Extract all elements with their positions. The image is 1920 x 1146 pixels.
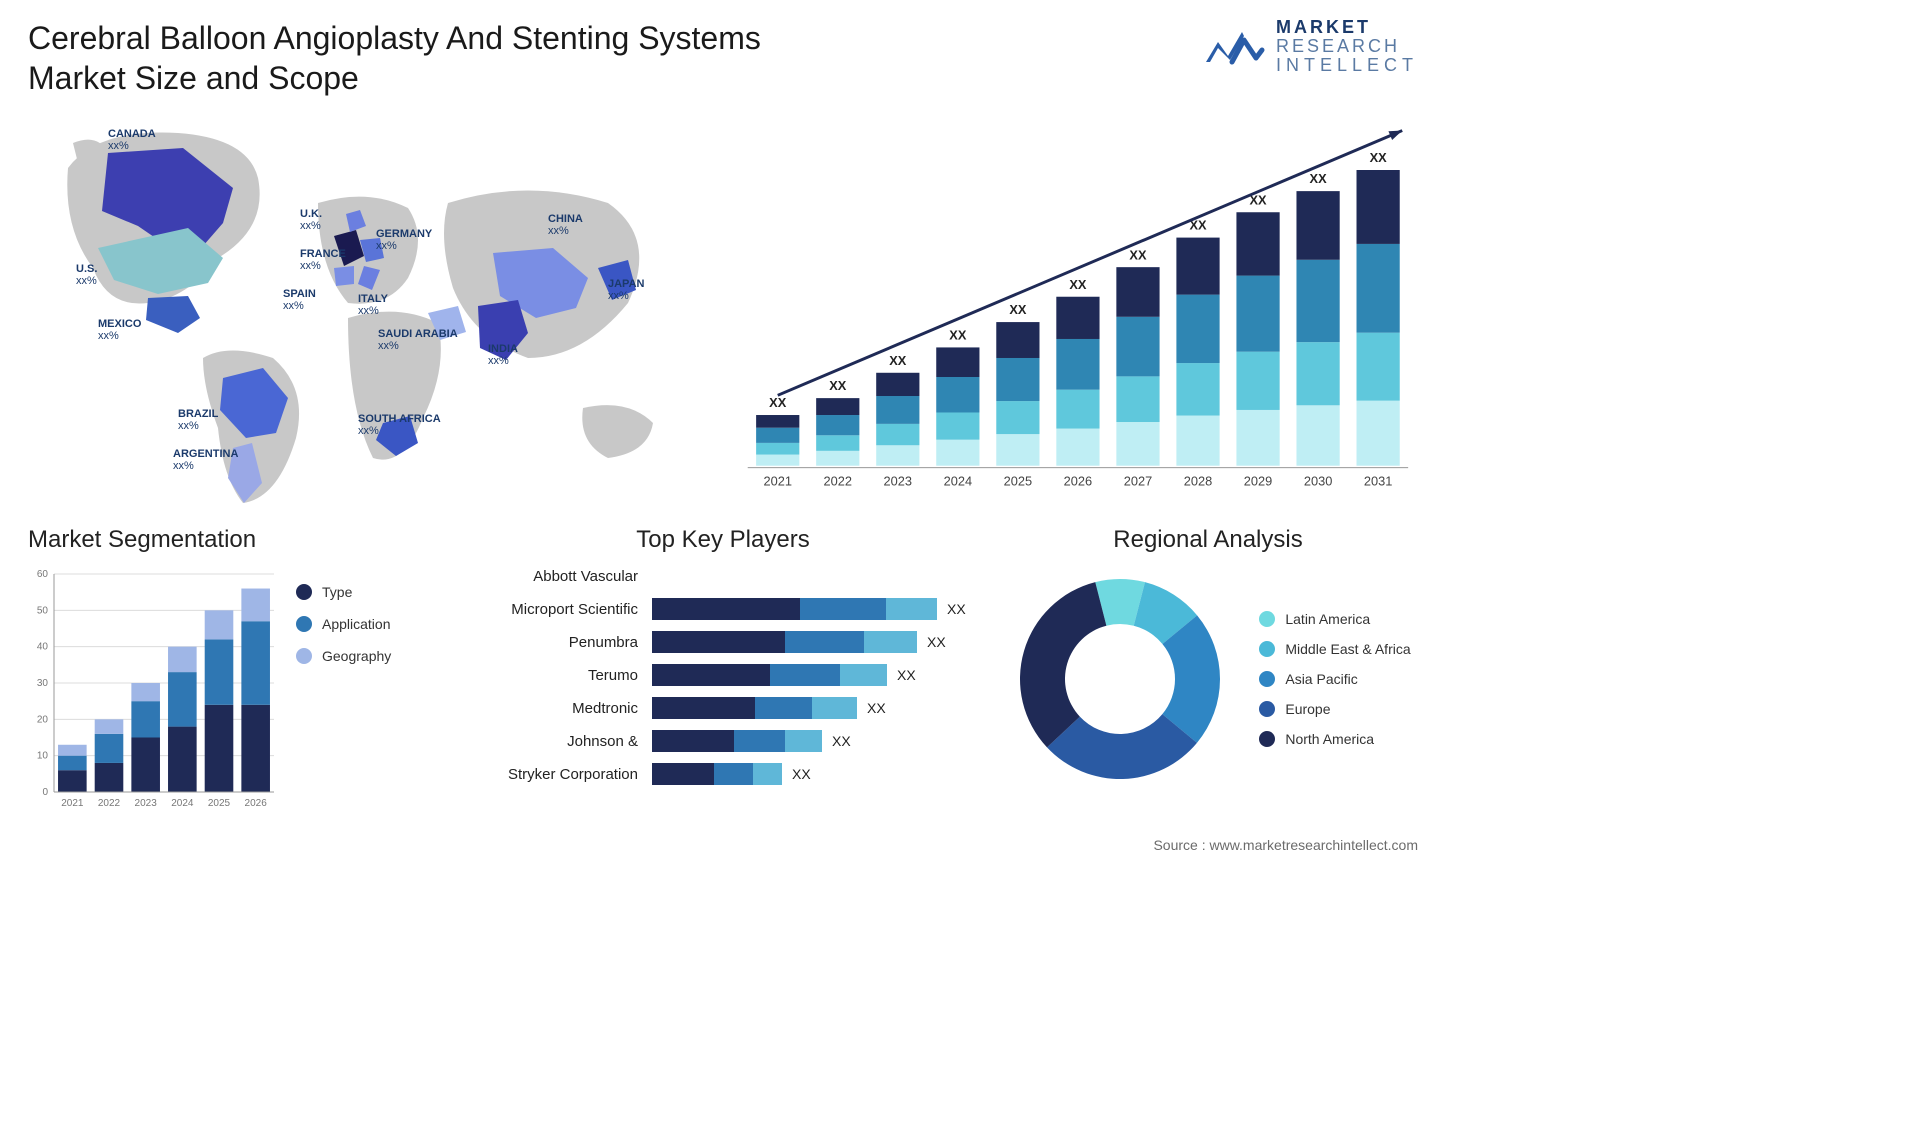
svg-text:XX: XX: [949, 328, 967, 343]
map-label-argentina: ARGENTINAxx%: [173, 448, 238, 472]
regional-title: Regional Analysis: [998, 526, 1418, 554]
svg-text:2024: 2024: [171, 798, 194, 809]
segmentation-legend: Type Application Geography: [296, 584, 391, 814]
svg-text:XX: XX: [1129, 247, 1147, 262]
brand-logo: MARKET RESEARCH INTELLECT: [1202, 18, 1418, 75]
svg-text:XX: XX: [1009, 302, 1027, 317]
regional-legend: Latin America Middle East & Africa Asia Pa…: [1259, 611, 1410, 747]
map-label-saudi-arabia: SAUDI ARABIAxx%: [378, 328, 458, 352]
svg-text:20: 20: [37, 714, 49, 725]
svg-text:2029: 2029: [1244, 473, 1272, 488]
logo-line2: RESEARCH: [1276, 37, 1418, 56]
source-attribution: Source : www.marketresearchintellect.com: [1153, 837, 1418, 853]
logo-icon: [1202, 22, 1266, 70]
svg-text:2025: 2025: [1004, 473, 1032, 488]
svg-text:2023: 2023: [135, 798, 158, 809]
player-label: Abbott Vascular: [468, 564, 638, 588]
svg-text:2023: 2023: [884, 473, 912, 488]
segmentation-chart-svg: 0 10 20 30 40 50 60 2021 2022 2023 2024 2025 2026: [28, 564, 278, 814]
segmentation-title: Market Segmentation: [28, 526, 448, 554]
player-bar-row: XX: [652, 762, 978, 786]
map-label-canada: CANADAxx%: [108, 128, 156, 152]
svg-text:2028: 2028: [1184, 473, 1212, 488]
region-legend-item: Asia Pacific: [1259, 671, 1410, 687]
svg-text:2022: 2022: [98, 798, 121, 809]
svg-text:2026: 2026: [1064, 473, 1092, 488]
svg-text:2030: 2030: [1304, 473, 1332, 488]
players-bars: XX XX XX XX XX XX: [652, 564, 978, 786]
svg-text:60: 60: [37, 569, 49, 580]
map-label-u-s-: U.S.xx%: [76, 263, 97, 287]
map-label-spain: SPAINxx%: [283, 288, 316, 312]
segmentation-panel: Market Segmentation 0 10 20 30 40 50 60 2021 20…: [28, 526, 448, 814]
svg-text:XX: XX: [1069, 277, 1087, 292]
growth-chart-panel: XXXXXXXXXXXXXXXXXXXXXX 20212022202320242…: [728, 108, 1418, 508]
player-label: Medtronic: [468, 696, 638, 720]
svg-text:XX: XX: [829, 378, 847, 393]
region-legend-item: Latin America: [1259, 611, 1410, 627]
svg-text:2022: 2022: [824, 473, 852, 488]
player-bar-row: XX: [652, 597, 978, 621]
region-legend-item: Middle East & Africa: [1259, 641, 1410, 657]
svg-text:2021: 2021: [763, 473, 791, 488]
world-map-panel: CANADAxx% U.S.xx% MEXICOxx% BRAZILxx% ARGENT…: [28, 108, 698, 508]
legend-item-geography: Geography: [296, 648, 391, 664]
svg-text:2031: 2031: [1364, 473, 1392, 488]
map-label-south-africa: SOUTH AFRICAxx%: [358, 413, 441, 437]
svg-text:30: 30: [37, 678, 49, 689]
legend-item-application: Application: [296, 616, 391, 632]
map-label-france: FRANCExx%: [300, 248, 346, 272]
svg-text:10: 10: [37, 751, 49, 762]
logo-text: MARKET RESEARCH INTELLECT: [1276, 18, 1418, 75]
player-label: Johnson &: [468, 729, 638, 753]
logo-line1: MARKET: [1276, 18, 1418, 37]
svg-text:2025: 2025: [208, 798, 231, 809]
svg-text:2024: 2024: [944, 473, 972, 488]
growth-chart-svg: XXXXXXXXXXXXXXXXXXXXXX 20212022202320242…: [728, 108, 1418, 508]
svg-text:0: 0: [42, 787, 48, 798]
svg-text:50: 50: [37, 605, 49, 616]
page-title: Cerebral Balloon Angioplasty And Stentin…: [28, 18, 828, 98]
player-bar-row: XX: [652, 696, 978, 720]
player-label: Microport Scientific: [468, 597, 638, 621]
map-label-china: CHINAxx%: [548, 213, 583, 237]
player-bar-row: XX: [652, 729, 978, 753]
player-label: Terumo: [468, 663, 638, 687]
svg-text:2021: 2021: [61, 798, 84, 809]
player-label: Stryker Corporation: [468, 762, 638, 786]
map-label-mexico: MEXICOxx%: [98, 318, 141, 342]
svg-text:40: 40: [37, 642, 49, 653]
players-labels: Abbott Vascular Microport Scientific Penum…: [468, 564, 638, 786]
player-label: Penumbra: [468, 630, 638, 654]
svg-text:XX: XX: [889, 353, 907, 368]
player-bar-row: XX: [652, 630, 978, 654]
region-legend-item: Europe: [1259, 701, 1410, 717]
map-label-germany: GERMANYxx%: [376, 228, 432, 252]
map-label-brazil: BRAZILxx%: [178, 408, 218, 432]
map-label-italy: ITALYxx%: [358, 293, 388, 317]
region-legend-item: North America: [1259, 731, 1410, 747]
player-bar-row: XX: [652, 663, 978, 687]
svg-text:XX: XX: [1370, 150, 1388, 165]
map-label-u-k-: U.K.xx%: [300, 208, 322, 232]
legend-item-type: Type: [296, 584, 391, 600]
map-label-india: INDIAxx%: [488, 343, 518, 367]
regional-panel: Regional Analysis Latin America Middle Ea…: [998, 526, 1418, 814]
regional-donut-svg: [1005, 564, 1235, 794]
svg-text:XX: XX: [769, 395, 787, 410]
logo-line3: INTELLECT: [1276, 56, 1418, 75]
map-label-japan: JAPANxx%: [608, 278, 644, 302]
svg-text:2026: 2026: [245, 798, 268, 809]
players-panel: Top Key Players Abbott Vascular Microport…: [468, 526, 978, 814]
svg-text:2027: 2027: [1124, 473, 1152, 488]
players-title: Top Key Players: [468, 526, 978, 554]
svg-text:XX: XX: [1310, 171, 1328, 186]
